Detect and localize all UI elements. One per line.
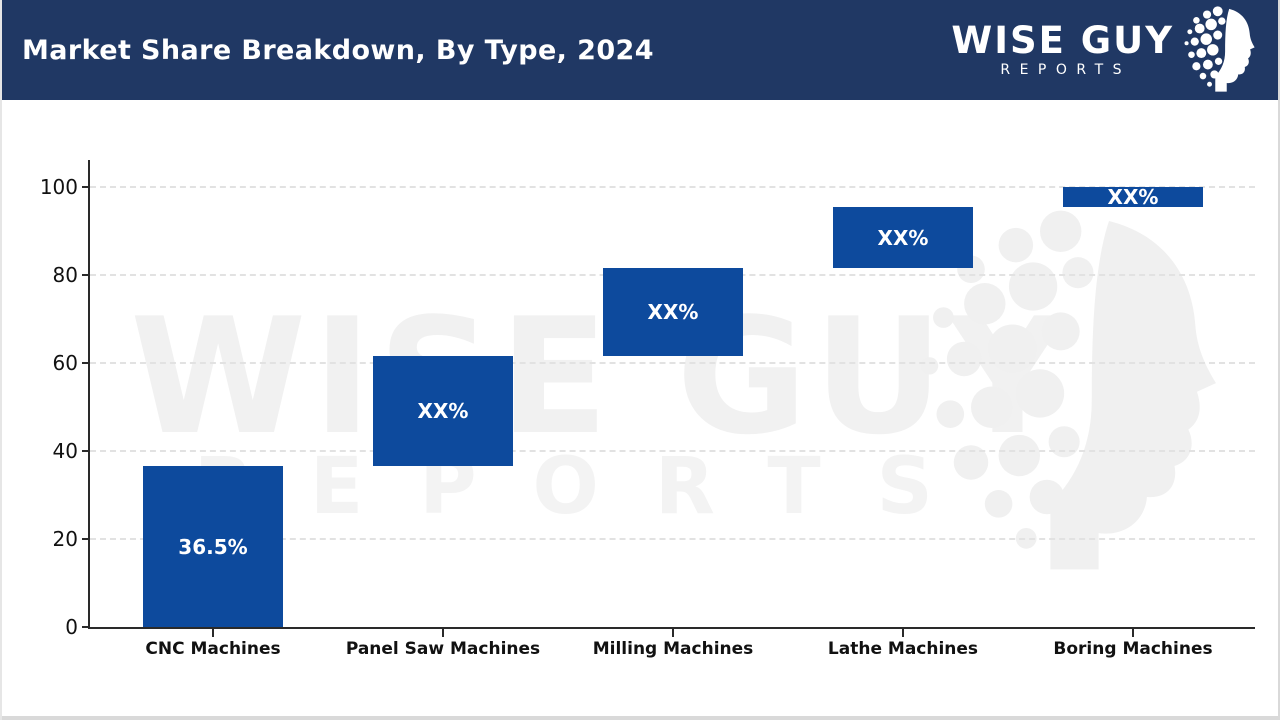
y-tick-mark [82, 362, 90, 364]
y-tick-mark [82, 450, 90, 452]
bar-segment-4: XX% [833, 206, 973, 269]
x-tick-mark [902, 629, 904, 637]
x-tick-mark [212, 629, 214, 637]
y-tick-mark [82, 626, 90, 628]
y-tick-mark [82, 538, 90, 540]
y-tick-label: 60 [52, 351, 78, 375]
x-tick-mark [672, 629, 674, 637]
gridline-100 [90, 186, 1255, 188]
y-tick-mark [82, 186, 90, 188]
bar-value-label: XX% [647, 300, 699, 325]
gridline-60 [90, 362, 1255, 364]
y-axis-spine [88, 160, 90, 629]
x-tick-mark [1132, 629, 1134, 637]
bar-segment-2: XX% [373, 356, 513, 467]
x-category-label: Lathe Machines [827, 639, 979, 659]
gridline-20 [90, 538, 1255, 540]
bar-value-label: 36.5% [178, 534, 248, 559]
bar-segment-3: XX% [603, 268, 743, 357]
x-category-label: Milling Machines [592, 639, 754, 659]
bar-segment-1: 36.5% [143, 466, 283, 627]
x-category-label: Panel Saw Machines [345, 639, 541, 659]
watermark-subtitle: REPORTS [194, 442, 989, 532]
x-category-label: CNC Machines [145, 639, 281, 659]
y-tick-label: 20 [52, 527, 78, 551]
y-tick-label: 0 [65, 615, 78, 639]
page-title: Market Share Breakdown, By Type, 2024 [22, 34, 654, 66]
gridline-40 [90, 450, 1255, 452]
logo-text: WISE GUY REPORTS [951, 22, 1174, 78]
bottom-border [2, 716, 1278, 720]
x-tick-mark [442, 629, 444, 637]
y-tick-label: 100 [39, 175, 78, 199]
bar-value-label: XX% [877, 225, 929, 250]
logo-subtitle: REPORTS [1000, 62, 1132, 78]
wiseguy-logo: WISE GUY REPORTS [951, 5, 1262, 95]
watermark-wordmark: WISE GUY [130, 283, 1072, 470]
logo-head-icon [1184, 6, 1255, 92]
bar-value-label: XX% [1107, 184, 1159, 209]
bar-segment-5: XX% [1063, 184, 1203, 209]
y-tick-mark [82, 274, 90, 276]
y-tick-label: 40 [52, 439, 78, 463]
x-category-label: Boring Machines [1053, 639, 1213, 659]
logo-wordmark: WISE GUY [951, 19, 1174, 62]
header: Market Share Breakdown, By Type, 2024 WI… [2, 0, 1278, 100]
bar-value-label: XX% [417, 399, 469, 424]
y-tick-label: 80 [52, 263, 78, 287]
x-axis-spine [88, 627, 1255, 629]
